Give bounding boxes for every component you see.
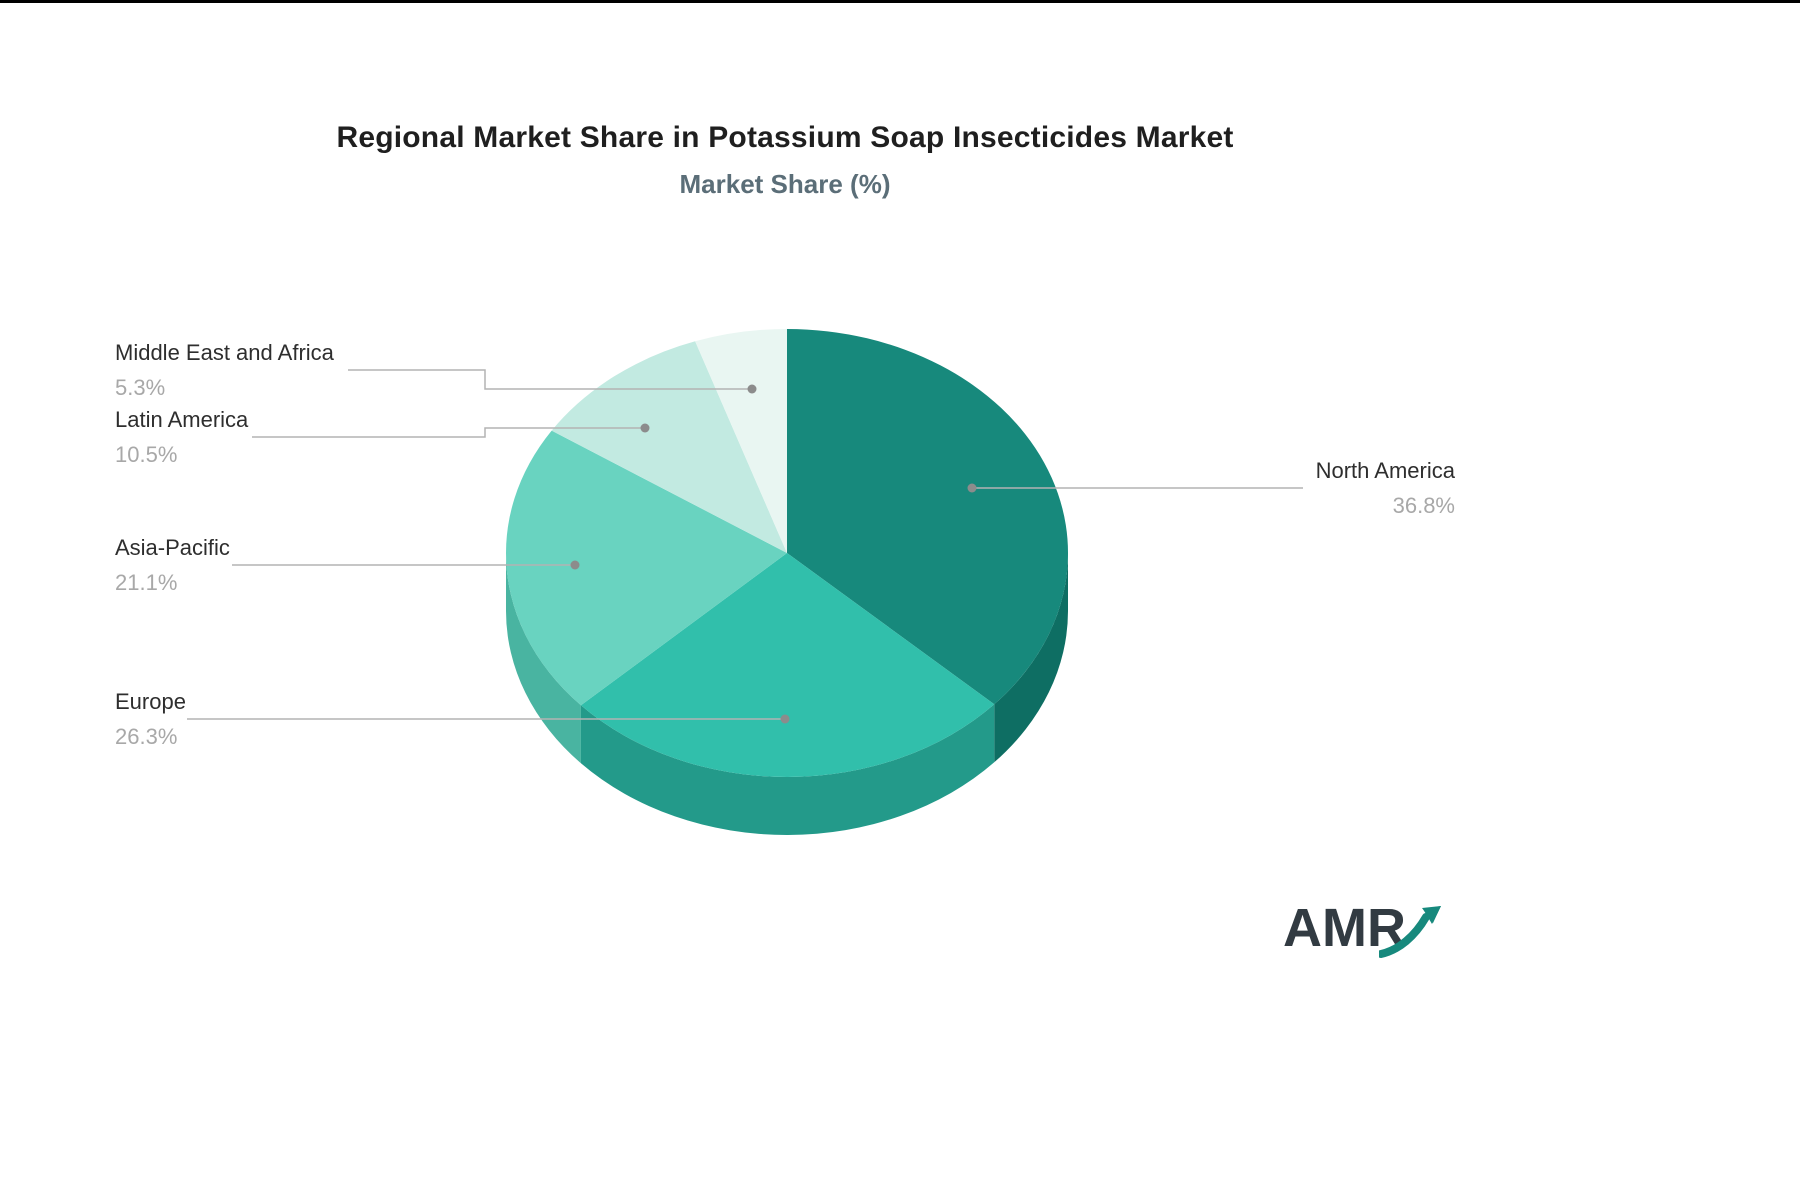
- pie-slice-latin-america[interactable]: [551, 341, 787, 553]
- leader-dot-north-america: [967, 483, 977, 493]
- callout-value: 5.3%: [115, 375, 166, 400]
- callout-label: Europe: [115, 689, 186, 714]
- pie-slice-middle-east-and-africa[interactable]: [695, 329, 787, 553]
- callout-north-america: North America 36.8%: [1316, 456, 1455, 520]
- callout-value: 10.5%: [115, 442, 178, 467]
- leader-dot-middle-east-and-africa: [747, 384, 757, 394]
- pie-slice-europe[interactable]: [580, 553, 995, 777]
- pie-slice-north-america[interactable]: [787, 329, 1068, 705]
- logo-text: AMR: [1283, 898, 1406, 958]
- leader-dot-europe: [780, 714, 790, 724]
- callout-label: Latin America: [115, 407, 249, 432]
- pie-slice-side-asia-pacific: [506, 553, 581, 764]
- pie-slice-asia-pacific[interactable]: [505, 430, 787, 706]
- page-title: Regional Market Share in Potassium Soap …: [336, 121, 1234, 154]
- leader-line-middle-east-and-africa: [348, 369, 752, 390]
- leader-dot-latin-america: [640, 423, 650, 433]
- callout-value: 21.1%: [115, 570, 178, 595]
- callout-europe: Europe 26.3%: [115, 687, 186, 751]
- callout-asia-pacific: Asia-Pacific 21.1%: [115, 533, 230, 597]
- pie-slice-side-europe: [580, 704, 995, 835]
- page-subtitle: Market Share (%): [679, 169, 891, 199]
- logo-arrow-icon: [1379, 906, 1441, 958]
- top-border: [0, 0, 1800, 3]
- callout-latin-america: Latin America 10.5%: [115, 405, 248, 469]
- callout-value: 36.8%: [1392, 493, 1455, 518]
- pie-slice-side-north-america: [994, 553, 1068, 763]
- leader-line-latin-america: [252, 427, 645, 438]
- amr-logo: AMR: [1283, 898, 1453, 968]
- callout-label: Asia-Pacific: [115, 535, 230, 560]
- callout-label: Middle East and Africa: [115, 340, 334, 365]
- callout-label: North America: [1315, 458, 1455, 483]
- leader-dot-asia-pacific: [570, 560, 580, 570]
- callout-middle-east-and-africa: Middle East and Africa 5.3%: [115, 338, 334, 402]
- callout-value: 26.3%: [115, 724, 178, 749]
